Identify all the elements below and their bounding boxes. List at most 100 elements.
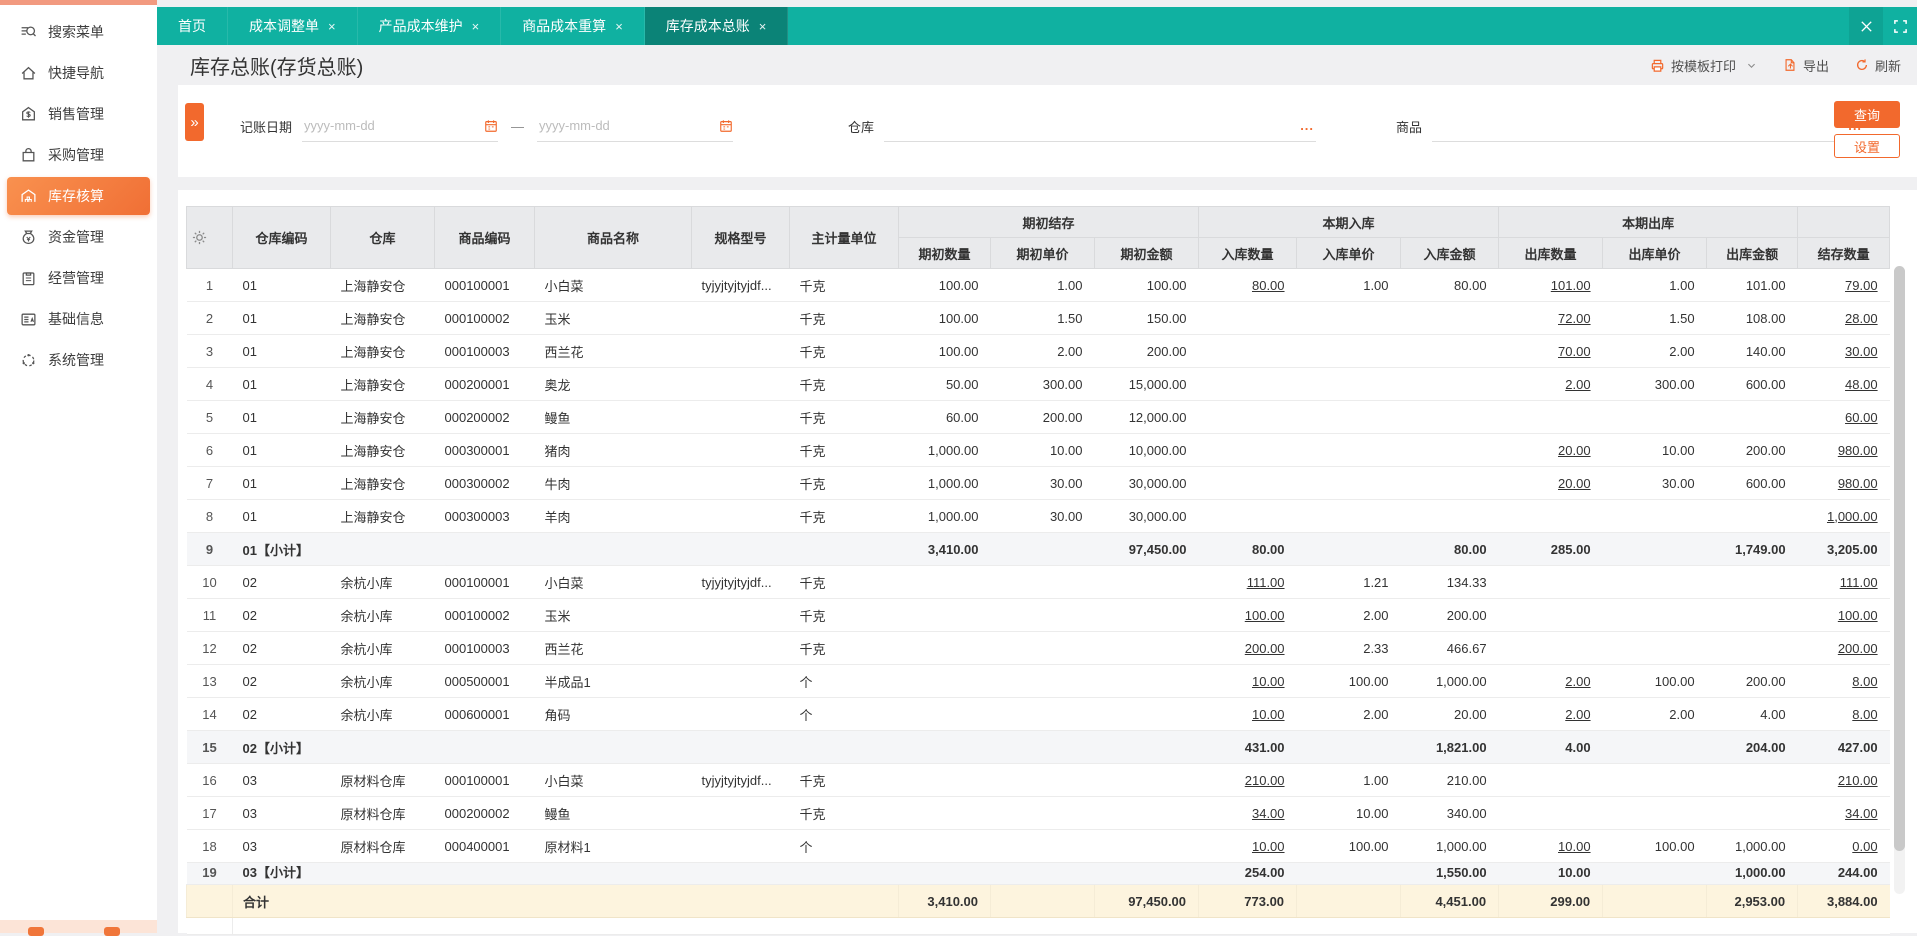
sidebar-item[interactable]: 采购管理 xyxy=(7,136,150,174)
table-row[interactable]: 12 02 余杭小库 000100003 西兰花 千克 200.00 2.33 466.67 20… xyxy=(186,631,1890,665)
drill-down-link[interactable]: 30.00 xyxy=(1845,343,1878,359)
tab[interactable]: 商品成本重算 × xyxy=(501,7,645,45)
drill-down-link[interactable]: 10.00 xyxy=(1251,673,1285,689)
drill-down-link[interactable]: 20.00 xyxy=(1558,442,1591,458)
sidebar-item[interactable]: 基础信息 xyxy=(7,300,150,338)
drill-down-link[interactable]: 111.00 xyxy=(1246,574,1285,590)
vertical-scrollbar[interactable] xyxy=(1894,266,1905,894)
drill-down-link[interactable]: 80.00 xyxy=(1251,277,1285,293)
drill-down-link[interactable]: 100.00 xyxy=(1244,607,1285,623)
sidebar-item[interactable]: 资金管理 xyxy=(7,218,150,256)
drill-down-link[interactable]: 210.00 xyxy=(1837,772,1878,788)
drill-down-link[interactable]: 210.00 xyxy=(1244,772,1285,788)
drill-down-link[interactable]: 8.00 xyxy=(1852,673,1878,689)
window-restore-icon[interactable] xyxy=(1883,7,1917,45)
table-row[interactable]: 2 01 上海静安仓 000100002 玉米 千克 100.00 1.50 150.00 72.… xyxy=(186,301,1890,335)
drill-down-link[interactable]: 101.00 xyxy=(1550,277,1591,293)
drill-down-link[interactable]: 34.00 xyxy=(1251,805,1285,821)
table-row[interactable]: 11 02 余杭小库 000100002 玉米 千克 100.00 2.00 200.00 100… xyxy=(186,598,1890,632)
product-input[interactable] xyxy=(1432,117,1847,134)
calendar-icon[interactable] xyxy=(719,119,733,133)
value-cell: 101.00 xyxy=(1498,268,1603,302)
drill-down-link[interactable]: 2.00 xyxy=(1565,706,1591,722)
table-row[interactable]: 15 02【小计】 431.00 1,821.00 4.00 204.00 427.00 xyxy=(186,730,1890,764)
value-cell xyxy=(990,664,1095,698)
table-row[interactable]: 14 02 余杭小库 000600001 角码 个 10.00 2.00 20.00 2.00 2.… xyxy=(186,697,1890,731)
table-row[interactable]: 4 01 上海静安仓 000200001 奥龙 千克 50.00 300.00 15,000.0… xyxy=(186,367,1890,401)
drill-down-link[interactable]: 0.00 xyxy=(1852,838,1878,854)
column-settings-icon[interactable] xyxy=(186,206,233,269)
sidebar-item[interactable]: 经营管理 xyxy=(7,259,150,297)
close-icon[interactable]: × xyxy=(471,18,480,34)
drill-down-link[interactable]: 20.00 xyxy=(1558,475,1591,491)
query-button[interactable]: 查询 xyxy=(1834,101,1900,128)
table-row[interactable]: 13 02 余杭小库 000500001 半成品1 个 10.00 100.00 1,000.0… xyxy=(186,664,1890,698)
value-text: 1,000.00 xyxy=(1435,838,1487,854)
collapse-filters-button[interactable]: » xyxy=(185,103,204,141)
table-row[interactable]: 7 01 上海静安仓 000300002 牛肉 千克 1,000.00 30.00 30,000… xyxy=(186,466,1890,500)
print-by-template-button[interactable]: 按模板打印 xyxy=(1650,56,1757,75)
drill-down-link[interactable]: 2.00 xyxy=(1565,673,1591,689)
sidebar-item[interactable]: 销售管理 xyxy=(7,95,150,133)
drill-down-link[interactable]: 2.00 xyxy=(1565,376,1591,392)
export-button[interactable]: 导出 xyxy=(1783,56,1829,75)
table-row[interactable]: 10 02 余杭小库 000100001 小白菜 tyjyjtyjtyjdf... 千克 11… xyxy=(186,565,1890,599)
drill-down-link[interactable]: 8.00 xyxy=(1852,706,1878,722)
sidebar-item[interactable]: 系统管理 xyxy=(7,341,150,379)
drill-down-link[interactable]: 1,000.00 xyxy=(1826,508,1878,524)
date-to-input[interactable] xyxy=(537,117,716,134)
table-row[interactable]: 6 01 上海静安仓 000300001 猪肉 千克 1,000.00 10.00 10,000… xyxy=(186,433,1890,467)
filter-row: 记账日期 — 仓库 ... 商品 xyxy=(240,109,1865,143)
drill-down-link[interactable]: 10.00 xyxy=(1558,838,1591,854)
drill-down-link[interactable]: 34.00 xyxy=(1845,805,1878,821)
refresh-button[interactable]: 刷新 xyxy=(1855,56,1901,75)
drill-down-link[interactable]: 200.00 xyxy=(1837,640,1878,656)
table-row[interactable]: 17 03 原材料仓库 000200002 鳗鱼 千克 34.00 10.00 340.00 34… xyxy=(186,796,1890,830)
table-row[interactable]: 3 01 上海静安仓 000100003 西兰花 千克 100.00 2.00 200.00 70… xyxy=(186,334,1890,368)
sidebar-item[interactable]: 搜索菜单 xyxy=(7,13,150,51)
value-cell: 980.00 xyxy=(1797,433,1890,467)
drill-down-link[interactable]: 70.00 xyxy=(1558,343,1591,359)
drill-down-link[interactable]: 980.00 xyxy=(1837,442,1878,458)
date-from-input[interactable] xyxy=(302,117,481,134)
tab[interactable]: 首页 xyxy=(157,7,228,45)
tab[interactable]: 成本调整单 × xyxy=(228,7,358,45)
text-cell: 000300001 xyxy=(434,433,535,467)
drill-down-link[interactable]: 72.00 xyxy=(1558,310,1591,326)
table-row[interactable]: 8 01 上海静安仓 000300003 羊肉 千克 1,000.00 30.00 30,000… xyxy=(186,499,1890,533)
drill-down-link[interactable]: 200.00 xyxy=(1244,640,1285,656)
subtotal-label: 02【小计】 xyxy=(232,730,899,764)
row-number: 11 xyxy=(186,598,233,632)
drill-down-link[interactable]: 111.00 xyxy=(1839,574,1878,590)
close-icon[interactable]: × xyxy=(615,18,623,34)
table-row[interactable]: 16 03 原材料仓库 000100001 小白菜 tyjyjtyjtyjdf... 千克 2… xyxy=(186,763,1890,797)
drill-down-link[interactable]: 10.00 xyxy=(1251,838,1285,854)
table-row[interactable]: 19 03【小计】 254.00 1,550.00 10.00 1,000.00 244.0… xyxy=(186,862,1890,885)
drill-down-link[interactable]: 980.00 xyxy=(1837,475,1878,491)
sidebar-item[interactable]: 快捷导航 xyxy=(7,54,150,92)
drill-down-link[interactable]: 48.00 xyxy=(1845,376,1878,392)
drill-down-link[interactable]: 10.00 xyxy=(1251,706,1285,722)
drill-down-link[interactable]: 28.00 xyxy=(1845,310,1878,326)
table-row[interactable]: 9 01【小计】 3,410.00 97,450.00 80.00 80.00 285.00… xyxy=(186,532,1890,566)
tab[interactable]: 库存成本总账 × xyxy=(644,7,789,45)
calendar-icon[interactable] xyxy=(484,119,498,133)
value-cell xyxy=(990,884,1095,918)
table-row[interactable]: 18 03 原材料仓库 000400001 原材料1 个 10.00 100.00 1,000.… xyxy=(186,829,1890,863)
scrollbar-thumb[interactable] xyxy=(1894,266,1905,851)
tab[interactable]: 产品成本维护 × xyxy=(358,7,502,45)
chevron-down-icon[interactable] xyxy=(1746,60,1757,71)
drill-down-link[interactable]: 100.00 xyxy=(1837,607,1878,623)
settings-button[interactable]: 设置 xyxy=(1834,134,1900,158)
table-row[interactable]: 5 01 上海静安仓 000200002 鳗鱼 千克 60.00 200.00 12,000.0… xyxy=(186,400,1890,434)
sidebar-item[interactable]: 库存核算 xyxy=(7,177,150,215)
more-options-icon[interactable]: ... xyxy=(1300,118,1315,133)
value-cell xyxy=(1296,367,1401,401)
warehouse-input[interactable] xyxy=(884,117,1299,134)
close-icon[interactable]: × xyxy=(328,18,336,34)
close-icon[interactable]: × xyxy=(758,18,767,34)
window-close-icon[interactable] xyxy=(1849,7,1883,45)
drill-down-link[interactable]: 79.00 xyxy=(1845,277,1878,293)
drill-down-link[interactable]: 60.00 xyxy=(1845,409,1878,425)
table-row[interactable]: 1 01 上海静安仓 000100001 小白菜 tyjyjtyjtyjdf... 千克 10… xyxy=(186,268,1890,302)
